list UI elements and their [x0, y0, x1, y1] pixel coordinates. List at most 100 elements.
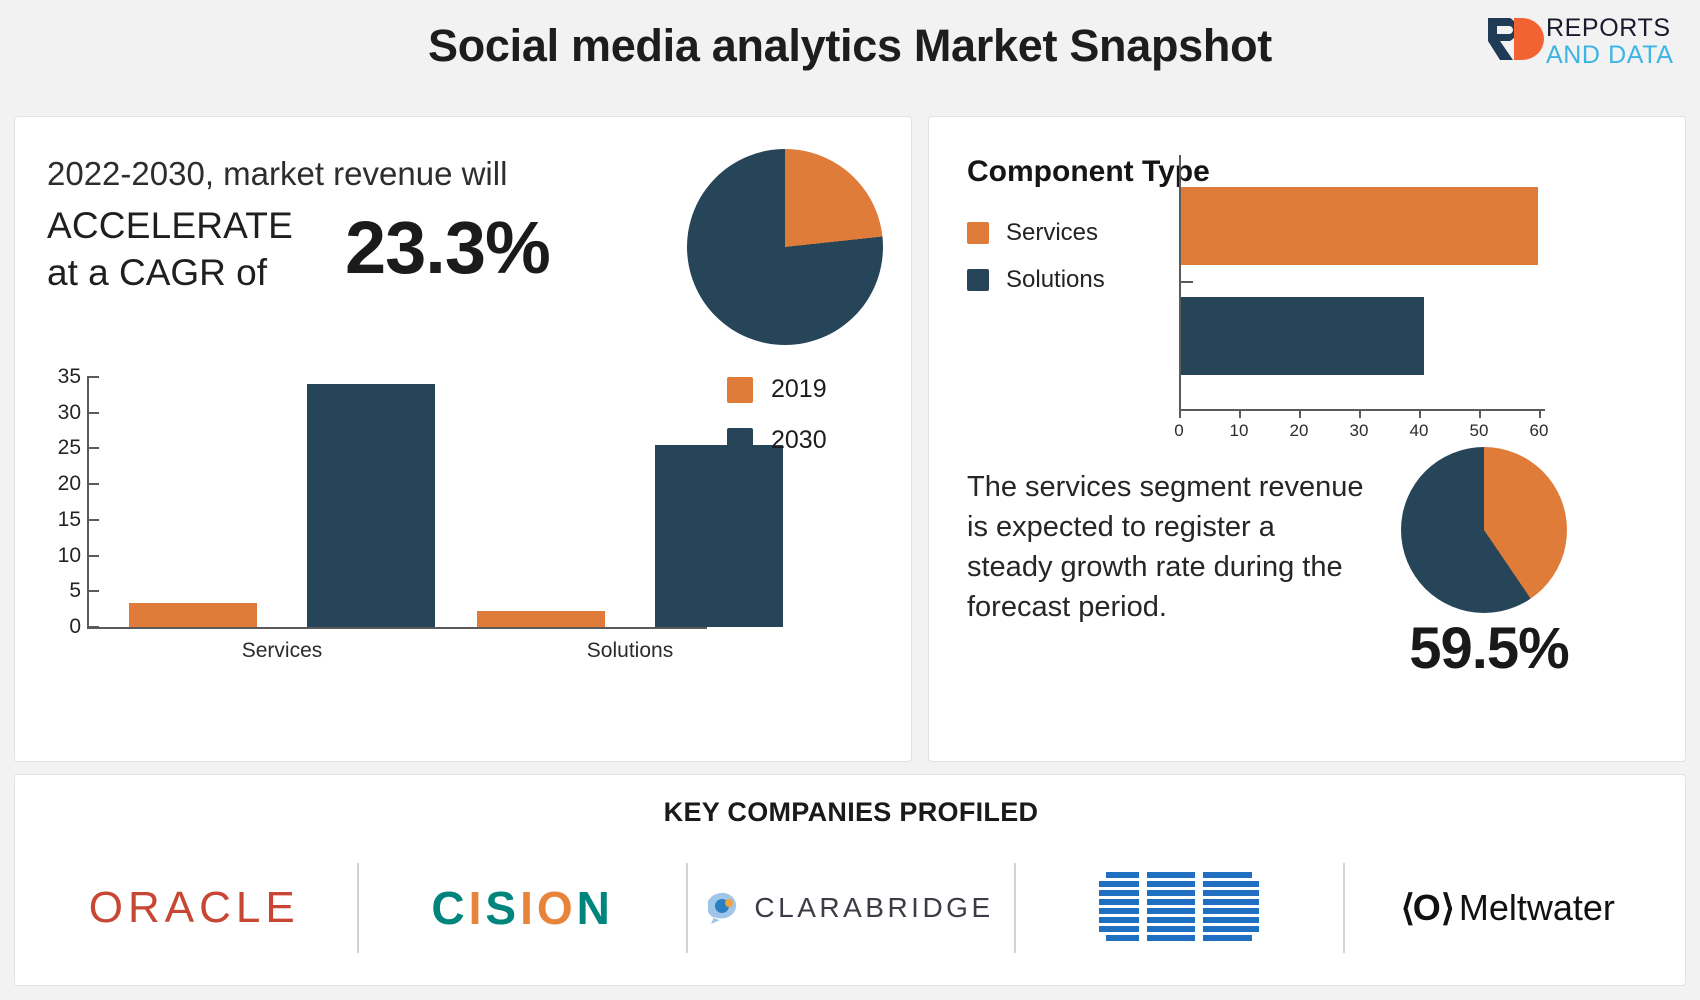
hbar-y-axis-line — [1179, 155, 1181, 409]
ibm-stripe — [1099, 881, 1260, 887]
divider — [685, 863, 688, 953]
hbar-x-tick-label: 40 — [1409, 421, 1429, 440]
hbar-x-tick — [1479, 409, 1481, 418]
accelerate-label: ACCELERATE — [47, 205, 293, 246]
cagr-label: at a CAGR of — [47, 252, 268, 293]
hbar-x-tick-label: 60 — [1529, 421, 1549, 440]
legend-label: Solutions — [1006, 266, 1105, 293]
hbar-x-tick-label: 50 — [1469, 421, 1489, 440]
bar-chart-y-tick-label: 10 — [57, 543, 81, 567]
logo-text-reports: REPORTS — [1546, 14, 1671, 42]
hbar-x-tick — [1419, 409, 1421, 418]
bar-chart-y-tick-label: 20 — [57, 472, 81, 496]
ibm-stripe — [1099, 926, 1260, 932]
bar-chart-bar — [477, 610, 605, 627]
bar-chart-y-tick — [87, 590, 99, 593]
key-companies-heading: KEY COMPANIES PROFILED — [663, 797, 1039, 827]
divider — [1014, 863, 1017, 953]
header: Social media analytics Market Snapshot R… — [0, 0, 1700, 108]
clarabridge-wordmark: CLARABRIDGE — [708, 891, 993, 925]
clarabridge-speech-bubble-icon — [708, 892, 737, 924]
services-segment-description: The services segment revenue is expected… — [967, 471, 1364, 624]
ibm-stripe — [1099, 899, 1260, 905]
bar-chart-legend-item: 2019 — [727, 375, 827, 404]
hbar-x-tick-label: 20 — [1289, 421, 1309, 440]
component-type-hbar-chart: 0 10 20 30 40 50 60 — [1174, 155, 1659, 440]
meltwater-text: Meltwater — [1458, 887, 1615, 928]
company-logo-strip: ORACLE CISION CLARABRIDGE — [31, 853, 1671, 963]
cagr-pie-chart — [687, 149, 883, 345]
bar-chart-bar — [129, 602, 257, 627]
hbar-x-tick — [1359, 409, 1361, 418]
hbar-x-tick-label: 10 — [1229, 421, 1249, 440]
oracle-wordmark: ORACLE — [88, 883, 300, 932]
ibm-stripe — [1099, 917, 1260, 923]
bar-chart-y-tick-label: 15 — [57, 507, 81, 531]
ibm-letter-gap — [1139, 872, 1148, 944]
bar-chart-category-label: Solutions — [586, 639, 674, 662]
bar-chart-bar — [307, 384, 435, 627]
legend-swatch — [967, 222, 989, 244]
component-legend-item: Solutions — [967, 266, 1105, 294]
hbar-x-tick — [1179, 409, 1181, 418]
bar-chart-y-tick — [87, 447, 99, 450]
legend-swatch — [727, 427, 753, 454]
bar-chart-x-axis-line — [87, 627, 707, 629]
brand-logo: REPORTS AND DATA — [1484, 8, 1684, 74]
meltwater-bracket-icon: ⟨O⟩ — [1400, 887, 1455, 928]
legend-label: 2019 — [771, 375, 827, 403]
ibm-wordmark — [1099, 872, 1260, 944]
hbar-x-tick-label: 0 — [1174, 421, 1184, 440]
bar-chart-y-tick-label: 25 — [57, 436, 81, 460]
hbar-x-tick-label: 30 — [1349, 421, 1369, 440]
ibm-letter-gap — [1195, 872, 1204, 944]
bar-chart-y-tick — [87, 376, 99, 378]
ibm-stripe — [1099, 908, 1260, 914]
bar-chart-y-tick — [87, 411, 99, 414]
company-logo-meltwater: ⟨O⟩ Meltwater — [1345, 853, 1671, 963]
bar-chart-y-axis-labels: 0 5 10 15 20 25 30 35 — [37, 365, 81, 638]
bar-chart-y-axis-line — [87, 377, 89, 629]
divider — [357, 863, 360, 953]
bar-chart-y-tick-label: 0 — [69, 615, 81, 638]
services-share-pie-chart — [1401, 447, 1567, 613]
bar-chart-legend: 2019 2030 — [727, 375, 827, 477]
rd-logo-icon — [1488, 18, 1544, 60]
logo-text-and-data: AND DATA — [1546, 41, 1674, 69]
ibm-stripe — [1099, 890, 1260, 896]
bar-chart-y-tick — [87, 518, 99, 521]
legend-label: 2030 — [771, 426, 827, 454]
clarabridge-text: CLARABRIDGE — [754, 892, 994, 923]
bar-chart-y-tick — [87, 626, 99, 628]
hbar-x-tick — [1299, 409, 1301, 418]
bar-chart-y-tick — [87, 483, 99, 486]
bar-chart-y-tick-label: 5 — [69, 579, 81, 603]
hbar-x-tick — [1239, 409, 1241, 418]
bar-chart-category-label: Services — [241, 639, 323, 662]
page-title: Social media analytics Market Snapshot — [428, 20, 1272, 71]
segment-revenue-bar-chart: 0 5 10 15 20 25 30 35 Services Solutions 2019 203… — [37, 365, 891, 747]
legend-swatch — [727, 376, 753, 403]
cagr-value: 23.3% — [345, 206, 551, 289]
services-share-value: 59.5% — [1409, 616, 1569, 681]
legend-label: Services — [1006, 219, 1099, 246]
component-type-title: Component Type — [967, 155, 1210, 188]
hbar-x-axis-line — [1179, 409, 1545, 411]
company-logo-ibm — [1016, 853, 1342, 963]
cision-wordmark: CISION — [431, 882, 614, 934]
right-panel: Component Type Services Solutions 0 10 20 30… — [928, 116, 1686, 762]
bar-chart-y-tick-label: 30 — [57, 400, 81, 424]
market-revenue-line: 2022-2030, market revenue will — [47, 155, 508, 192]
company-logo-oracle: ORACLE — [31, 853, 357, 963]
hbar-mid-tick — [1181, 281, 1193, 283]
hbar-bar — [1181, 187, 1538, 265]
bar-chart-y-tick-label: 35 — [57, 365, 81, 388]
ibm-stripe — [1106, 872, 1253, 878]
ibm-stripe — [1106, 935, 1253, 941]
hbar-bar — [1181, 297, 1424, 375]
bar-chart-bar — [655, 444, 783, 627]
left-panel: 2022-2030, market revenue will ACCELERAT… — [14, 116, 912, 762]
company-logo-cision: CISION — [359, 853, 685, 963]
meltwater-wordmark: ⟨O⟩ Meltwater — [1401, 887, 1615, 929]
